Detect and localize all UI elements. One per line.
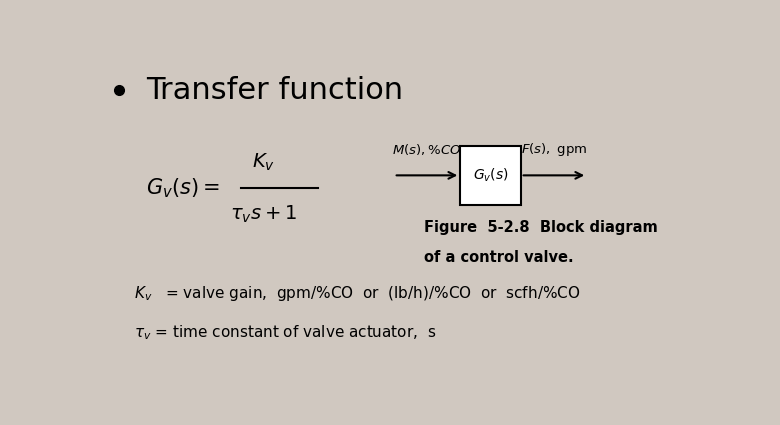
Text: $M(s), \%CO$: $M(s), \%CO$ bbox=[392, 142, 462, 157]
FancyBboxPatch shape bbox=[460, 146, 521, 205]
Text: Figure  5-2.8  Block diagram: Figure 5-2.8 Block diagram bbox=[424, 220, 658, 235]
Text: $G_v(s)$: $G_v(s)$ bbox=[473, 167, 509, 184]
Text: Transfer function: Transfer function bbox=[146, 76, 403, 105]
Text: $\tau_v s + 1$: $\tau_v s + 1$ bbox=[230, 204, 297, 225]
Text: $\tau_v$ = time constant of valve actuator,  s: $\tau_v$ = time constant of valve actuat… bbox=[134, 323, 436, 342]
Text: $K_v$: $K_v$ bbox=[252, 152, 275, 173]
Text: $K_v$   = valve gain,  gpm/%CO  or  (lb/h)/%CO  or  scfh/%CO: $K_v$ = valve gain, gpm/%CO or (lb/h)/%C… bbox=[134, 283, 580, 303]
Text: $G_v(s) =$: $G_v(s) =$ bbox=[146, 177, 220, 200]
Text: $F(s),\ \mathrm{gpm}$: $F(s),\ \mathrm{gpm}$ bbox=[520, 141, 587, 158]
Text: of a control valve.: of a control valve. bbox=[424, 249, 573, 265]
